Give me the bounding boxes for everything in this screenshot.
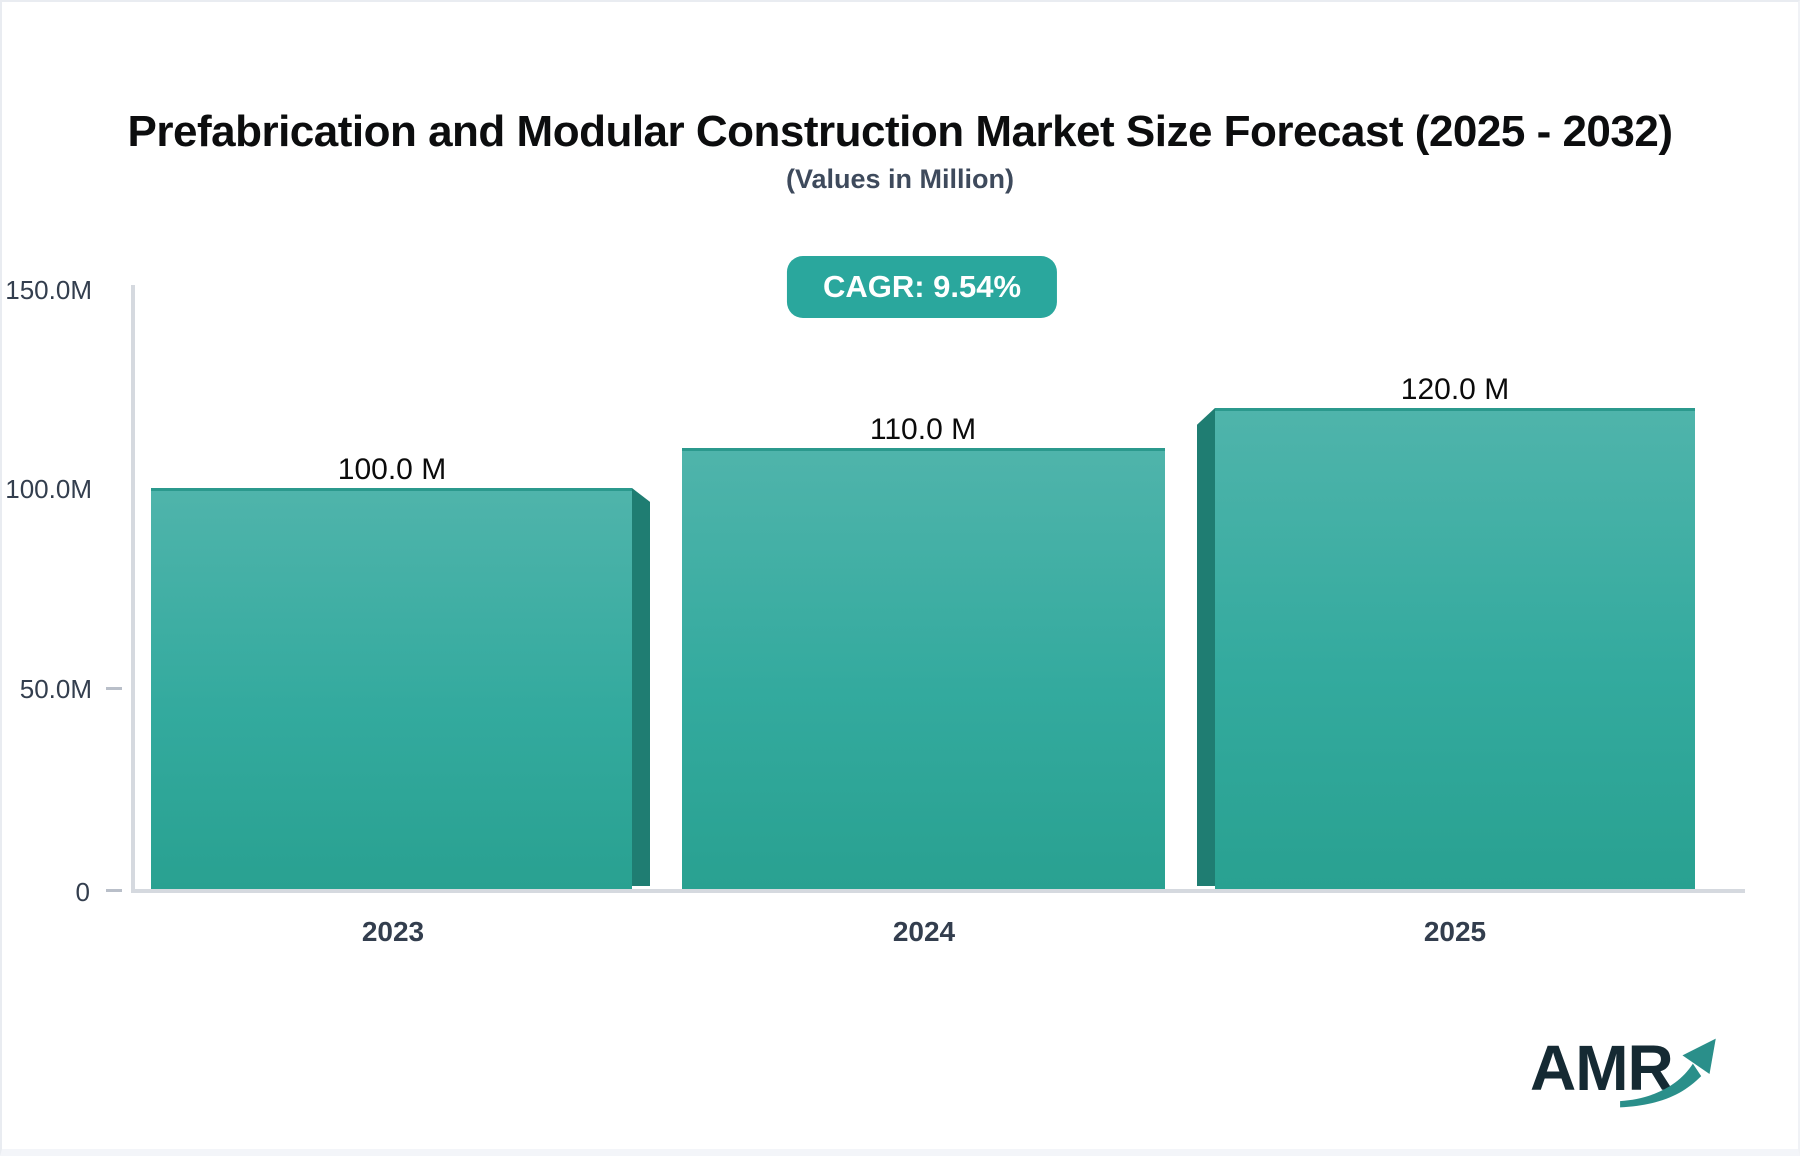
bar-2025-3d-side: [1197, 408, 1215, 886]
y-tick-0: [106, 889, 122, 892]
bar-value-label-2025: 120.0 M: [1400, 373, 1510, 406]
bar-2024: [682, 448, 1165, 889]
bar-value-label-2023: 100.0 M: [337, 453, 447, 486]
bar-value-label-2024: 110.0 M: [869, 413, 977, 446]
y-axis-label-150: 150.0M: [5, 275, 92, 305]
bar-2023: [151, 488, 632, 889]
up-trend-arrow-icon: [1620, 1038, 1716, 1108]
amr-logo: AMR: [1530, 1036, 1720, 1116]
y-axis-line: [131, 285, 135, 893]
bar-2025: [1215, 408, 1695, 889]
x-axis-label-2024: 2024: [892, 916, 956, 947]
bar-2023-3d-side: [632, 488, 650, 886]
x-axis-label-2023: 2023: [361, 916, 425, 947]
x-axis-label-2025: 2025: [1423, 916, 1487, 947]
y-axis-label-0: 0: [75, 877, 90, 907]
y-axis-label-100: 100.0M: [5, 474, 92, 504]
cagr-badge: CAGR: 9.54%: [786, 256, 1058, 318]
amr-logo-text: AMR: [1530, 1032, 1674, 1104]
y-axis-label-50: 50.0M: [19, 674, 92, 704]
x-axis-line: [131, 889, 1745, 893]
y-tick-50: [106, 687, 122, 690]
chart-title: Prefabrication and Modular Construction …: [127, 107, 1673, 156]
chart-subtitle: (Values in Million): [785, 164, 1015, 194]
